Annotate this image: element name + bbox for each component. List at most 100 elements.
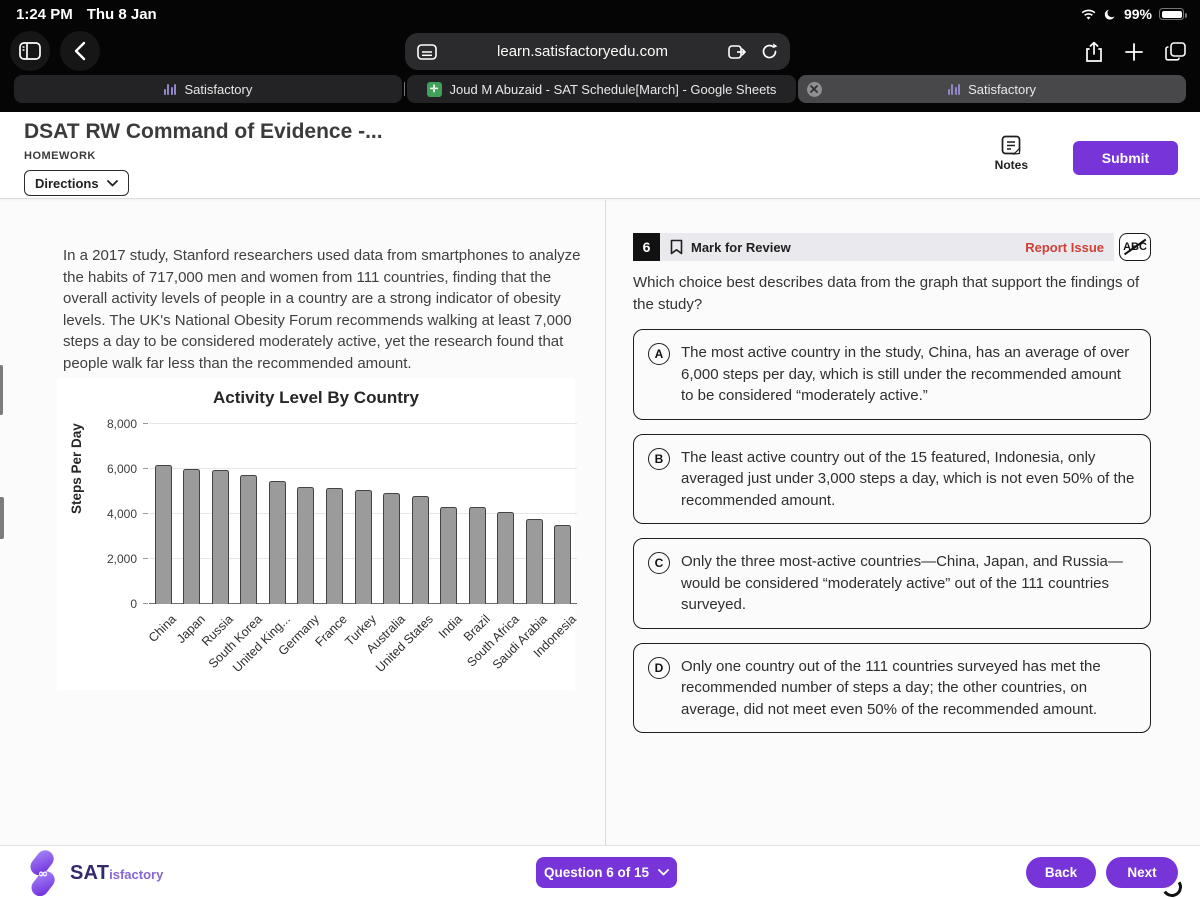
x-tick-label: India (435, 612, 465, 642)
dnd-moon-icon (1104, 8, 1117, 21)
bar-indonesia (554, 525, 572, 604)
date: Thu 8 Jan (86, 5, 157, 23)
wifi-icon (1080, 8, 1097, 21)
notes-icon (1001, 135, 1021, 155)
gridline-8000 (149, 423, 577, 424)
directions-label: Directions (35, 175, 99, 191)
notes-button[interactable]: Notes (995, 134, 1028, 172)
chart-x-axis-labels: China Japan Russia South Korea United King..… (146, 608, 578, 688)
chevron-down-icon (658, 869, 669, 876)
submit-button[interactable]: Submit (1073, 141, 1178, 175)
chart-y-axis-label: Steps Per Day (69, 423, 84, 514)
brand-light: isfactory (109, 866, 164, 882)
question-number: 6 (633, 233, 660, 261)
answer-choice-d[interactable]: D Only one country out of the 111 countr… (633, 642, 1151, 733)
screen-edge-artifact (0, 497, 4, 539)
answer-eliminator-button[interactable]: ABC (1119, 233, 1151, 261)
chart-plot: 0 2,000 4,000 6,000 8,000 (107, 417, 577, 611)
panel-divider (605, 200, 606, 845)
y-tick-mark (143, 603, 148, 604)
chevron-down-icon (106, 179, 118, 186)
bar-brazil (468, 507, 486, 604)
bookmark-icon[interactable] (670, 239, 683, 255)
answer-choice-a[interactable]: A The most active country in the study, … (633, 329, 1151, 420)
choice-letter: B (648, 447, 670, 470)
address-bar[interactable]: learn.satisfactoryedu.com (405, 33, 790, 70)
question-nav-dropdown[interactable]: Question 6 of 15 (536, 857, 677, 888)
page-settings-icon[interactable] (417, 43, 437, 60)
close-tab-icon[interactable] (806, 81, 822, 97)
share-icon[interactable] (1085, 41, 1103, 63)
sidebar-toggle-button[interactable] (10, 31, 50, 71)
tab-label: Joud M Abuzaid - SAT Schedule[March] - G… (449, 81, 777, 97)
brand-logo: ∞ SATisfactory (22, 850, 163, 896)
bar-india (440, 507, 458, 604)
choice-letter: D (648, 656, 670, 679)
assignment-header: DSAT RW Command of Evidence -... HOMEWOR… (0, 112, 1200, 199)
footer-bar: ∞ SATisfactory Question 6 of 15 Back Nex… (0, 845, 1200, 899)
chart-title: Activity Level By Country (213, 388, 419, 407)
bar-united-states (411, 496, 429, 604)
battery-icon (1159, 8, 1187, 20)
choice-letter: A (648, 343, 670, 365)
tab-label: Satisfactory (968, 81, 1037, 97)
clock: 1:24 PM (16, 5, 73, 23)
new-tab-icon[interactable] (1125, 42, 1143, 61)
choice-text: The most active country in the study, Ch… (681, 344, 1130, 404)
mark-for-review-button[interactable]: Mark for Review (691, 239, 791, 255)
url-text[interactable]: learn.satisfactoryedu.com (497, 43, 668, 60)
bar-south-korea (240, 474, 258, 604)
tab-satisfactory-1[interactable]: Satisfactory (14, 75, 403, 103)
choice-text: The least active country out of the 15 f… (681, 448, 1135, 509)
choice-text: Only one country out of the 111 countrie… (681, 657, 1101, 718)
tab-google-sheets[interactable]: ✛ Joud M Abuzaid - SAT Schedule[March] -… (407, 75, 796, 103)
chart-panel: Activity Level By Country Steps Per Day … (57, 378, 579, 690)
browser-toolbar: learn.satisfactoryedu.com (0, 28, 1200, 74)
gridline-6000 (149, 468, 577, 469)
tab-separator (404, 82, 406, 96)
choice-letter: C (648, 552, 670, 574)
next-nav-button[interactable]: Next (1106, 857, 1178, 888)
assignment-type-label: HOMEWORK (24, 150, 96, 162)
choice-text: Only the three most-active countries—Chi… (681, 553, 1123, 613)
y-tick-mark (143, 468, 148, 469)
bar-south-africa (497, 511, 515, 604)
bar-turkey (354, 490, 372, 604)
bar-china (154, 464, 172, 604)
tab-overview-icon[interactable] (1165, 42, 1186, 61)
tab-satisfactory-active[interactable]: Satisfactory (797, 75, 1186, 103)
y-tick-label: 8,000 (106, 417, 137, 431)
back-button[interactable] (60, 31, 100, 71)
satisfactory-favicon (947, 83, 961, 95)
webpage: DSAT RW Command of Evidence -... HOMEWOR… (0, 112, 1200, 899)
y-tick-mark (143, 513, 148, 514)
tab-bar: Satisfactory ✛ Joud M Abuzaid - SAT Sche… (0, 75, 1200, 103)
y-tick-label: 2,000 (106, 552, 137, 566)
tab-label: Satisfactory (184, 81, 253, 97)
report-issue-link[interactable]: Report Issue (1025, 239, 1104, 255)
screen-edge-artifact (0, 365, 3, 415)
y-tick-label: 6,000 (106, 462, 137, 476)
satisfactory-logo-icon: ∞ (30, 850, 55, 896)
bar-united-king- (268, 481, 286, 604)
question-prompt: Which choice best describes data from th… (633, 274, 1140, 313)
answer-choice-b[interactable]: B The least active country out of the 15… (633, 433, 1151, 524)
bar-saudi-arabia (525, 518, 543, 604)
back-nav-button[interactable]: Back (1026, 857, 1096, 888)
directions-button[interactable]: Directions (24, 170, 129, 196)
google-sheets-icon: ✛ (426, 81, 442, 97)
notes-label: Notes (994, 158, 1028, 172)
y-tick-mark (143, 423, 148, 424)
extensions-icon[interactable] (728, 44, 747, 60)
passage-text: In a 2017 study, Stanford researchers us… (63, 247, 581, 372)
question-panel: 6 Mark for Review Report Issue ABC Which… (633, 233, 1151, 733)
y-tick-label: 4,000 (106, 507, 137, 521)
reload-icon[interactable] (761, 43, 778, 60)
svg-text:∞: ∞ (38, 867, 48, 881)
x-tick-label: China (146, 612, 180, 646)
bar-russia (211, 470, 229, 604)
bar-germany (297, 487, 315, 604)
answer-choice-c[interactable]: C Only the three most-active countries—C… (633, 538, 1151, 629)
bar-france (325, 488, 343, 604)
